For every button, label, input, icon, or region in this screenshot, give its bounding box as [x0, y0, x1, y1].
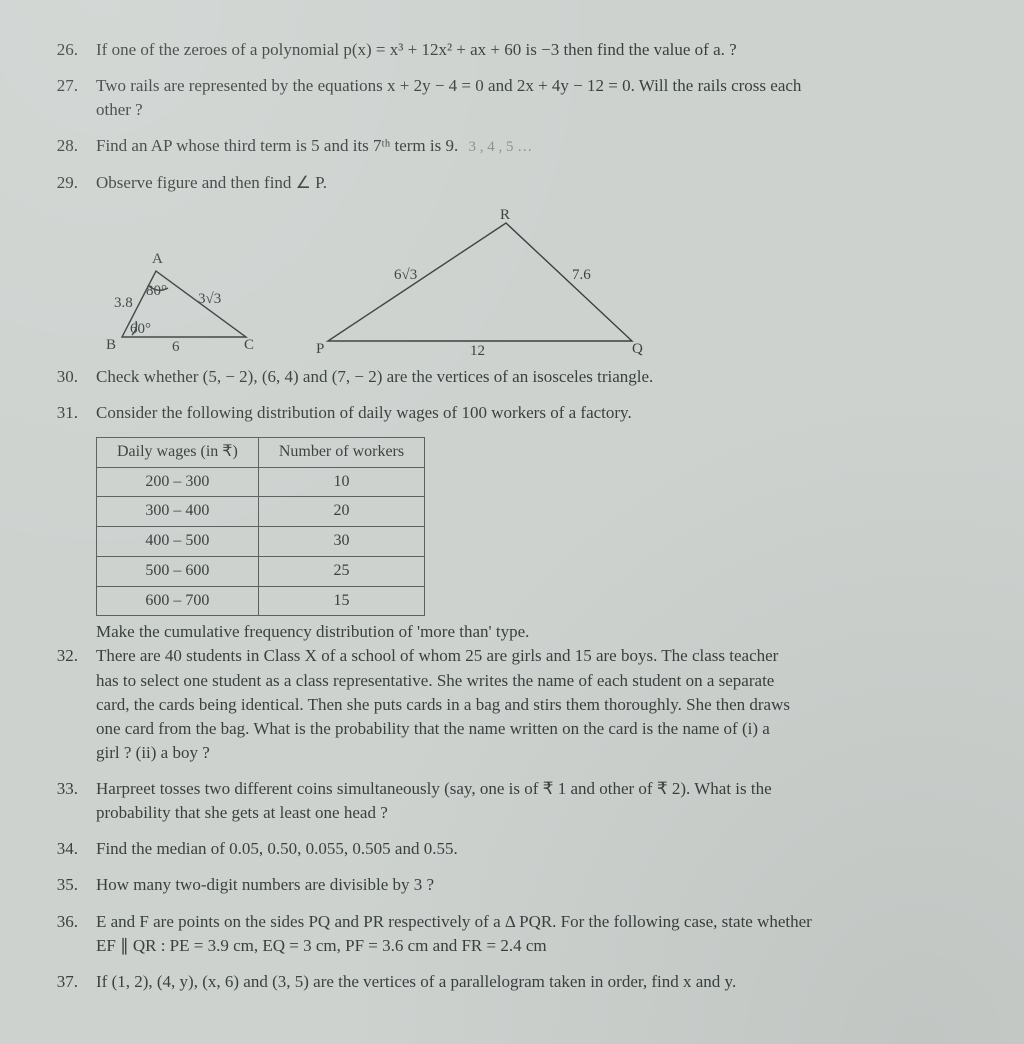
side-AC: 3√3 — [198, 291, 221, 307]
col-header: Number of workers — [258, 438, 424, 468]
q32-line: one card from the bag. What is the proba… — [96, 719, 770, 738]
vertex-P: P — [316, 341, 324, 357]
q32-line: card, the cards being identical. Then sh… — [96, 695, 790, 714]
q31-table-wrap: Daily wages (in ₹) Number of workers 200… — [96, 437, 980, 644]
q32-line: girl ? (ii) a boy ? — [96, 743, 210, 762]
q27-line1: Two rails are represented by the equatio… — [96, 76, 801, 95]
figure-triangles: A B C 3.8 6 3√3 80° 60° R P Q 6√3 7.6 12 — [96, 207, 980, 357]
question-28: 28. Find an AP whose third term is 5 and… — [44, 134, 980, 158]
question-37: 37. If (1, 2), (4, y), (x, 6) and (3, 5)… — [44, 970, 980, 994]
question-number: 26. — [44, 38, 78, 62]
question-35: 35. How many two-digit numbers are divis… — [44, 873, 980, 897]
table-cell: 200 – 300 — [97, 467, 259, 497]
question-26: 26. If one of the zeroes of a polynomial… — [44, 38, 980, 62]
table-row: 500 – 600 25 — [97, 556, 425, 586]
q32-line: There are 40 students in Class X of a sc… — [96, 646, 778, 665]
table-cell: 30 — [258, 527, 424, 557]
question-number: 30. — [44, 365, 78, 389]
table-cell: 15 — [258, 586, 424, 616]
question-text: Harpreet tosses two different coins simu… — [96, 777, 980, 825]
vertex-R: R — [500, 207, 510, 223]
q33-line: Harpreet tosses two different coins simu… — [96, 779, 772, 798]
q33-line: probability that she gets at least one h… — [96, 803, 388, 822]
q31-after: Make the cumulative frequency distributi… — [96, 620, 980, 644]
wages-table: Daily wages (in ₹) Number of workers 200… — [96, 437, 425, 616]
triangle-pqr-diagram: R P Q 6√3 7.6 12 — [302, 207, 662, 357]
table-row: 600 – 700 15 — [97, 586, 425, 616]
q36-line: EF ∥ QR : PE = 3.9 cm, EQ = 3 cm, PF = 3… — [96, 936, 547, 955]
question-32: 32. There are 40 students in Class X of … — [44, 644, 980, 765]
side-PQ: 12 — [470, 343, 485, 357]
table-cell: 400 – 500 — [97, 527, 259, 557]
question-text: Find an AP whose third term is 5 and its… — [96, 134, 980, 158]
side-AB: 3.8 — [114, 295, 133, 311]
question-number: 37. — [44, 970, 78, 994]
question-number: 32. — [44, 644, 78, 668]
question-30: 30. Check whether (5, − 2), (6, 4) and (… — [44, 365, 980, 389]
angle-A: 80° — [146, 283, 167, 299]
q36-line: E and F are points on the sides PQ and P… — [96, 912, 812, 931]
question-number: 28. — [44, 134, 78, 158]
angle-B: 60° — [130, 321, 151, 337]
question-text: If one of the zeroes of a polynomial p(x… — [96, 38, 980, 62]
table-cell: 500 – 600 — [97, 556, 259, 586]
question-text: There are 40 students in Class X of a sc… — [96, 644, 980, 765]
question-text: If (1, 2), (4, y), (x, 6) and (3, 5) are… — [96, 970, 980, 994]
side-RQ: 7.6 — [572, 267, 591, 283]
question-number: 29. — [44, 171, 78, 195]
question-text: Observe figure and then find ∠ P. — [96, 171, 980, 195]
q27-line2: other ? — [96, 100, 143, 119]
question-34: 34. Find the median of 0.05, 0.50, 0.055… — [44, 837, 980, 861]
vertex-Q: Q — [632, 341, 643, 357]
q28-text: Find an AP whose third term is 5 and its… — [96, 136, 458, 155]
question-number: 35. — [44, 873, 78, 897]
question-number: 33. — [44, 777, 78, 801]
col-header: Daily wages (in ₹) — [97, 438, 259, 468]
table-cell: 25 — [258, 556, 424, 586]
vertex-B: B — [106, 337, 116, 353]
table-cell: 600 – 700 — [97, 586, 259, 616]
question-number: 36. — [44, 910, 78, 934]
question-text: How many two-digit numbers are divisible… — [96, 873, 980, 897]
question-36: 36. E and F are points on the sides PQ a… — [44, 910, 980, 958]
table-header-row: Daily wages (in ₹) Number of workers — [97, 438, 425, 468]
question-text: Consider the following distribution of d… — [96, 401, 980, 425]
question-29: 29. Observe figure and then find ∠ P. — [44, 171, 980, 195]
question-number: 34. — [44, 837, 78, 861]
question-31: 31. Consider the following distribution … — [44, 401, 980, 425]
table-cell: 10 — [258, 467, 424, 497]
q32-line: has to select one student as a class rep… — [96, 671, 774, 690]
question-text: Find the median of 0.05, 0.50, 0.055, 0.… — [96, 837, 980, 861]
question-text: Two rails are represented by the equatio… — [96, 74, 980, 122]
question-number: 31. — [44, 401, 78, 425]
side-BC: 6 — [172, 339, 180, 355]
side-PR: 6√3 — [394, 267, 417, 283]
table-row: 400 – 500 30 — [97, 527, 425, 557]
table-cell: 20 — [258, 497, 424, 527]
question-text: Check whether (5, − 2), (6, 4) and (7, −… — [96, 365, 980, 389]
table-cell: 300 – 400 — [97, 497, 259, 527]
question-number: 27. — [44, 74, 78, 98]
question-27: 27. Two rails are represented by the equ… — [44, 74, 980, 122]
triangle-abc-diagram: A B C 3.8 6 3√3 80° 60° — [96, 237, 276, 357]
table-row: 300 – 400 20 — [97, 497, 425, 527]
vertex-C: C — [244, 337, 254, 353]
question-33: 33. Harpreet tosses two different coins … — [44, 777, 980, 825]
question-text: E and F are points on the sides PQ and P… — [96, 910, 980, 958]
vertex-A: A — [152, 251, 163, 267]
handwriting-annotation: 3 , 4 , 5 … — [469, 139, 533, 155]
table-row: 200 – 300 10 — [97, 467, 425, 497]
